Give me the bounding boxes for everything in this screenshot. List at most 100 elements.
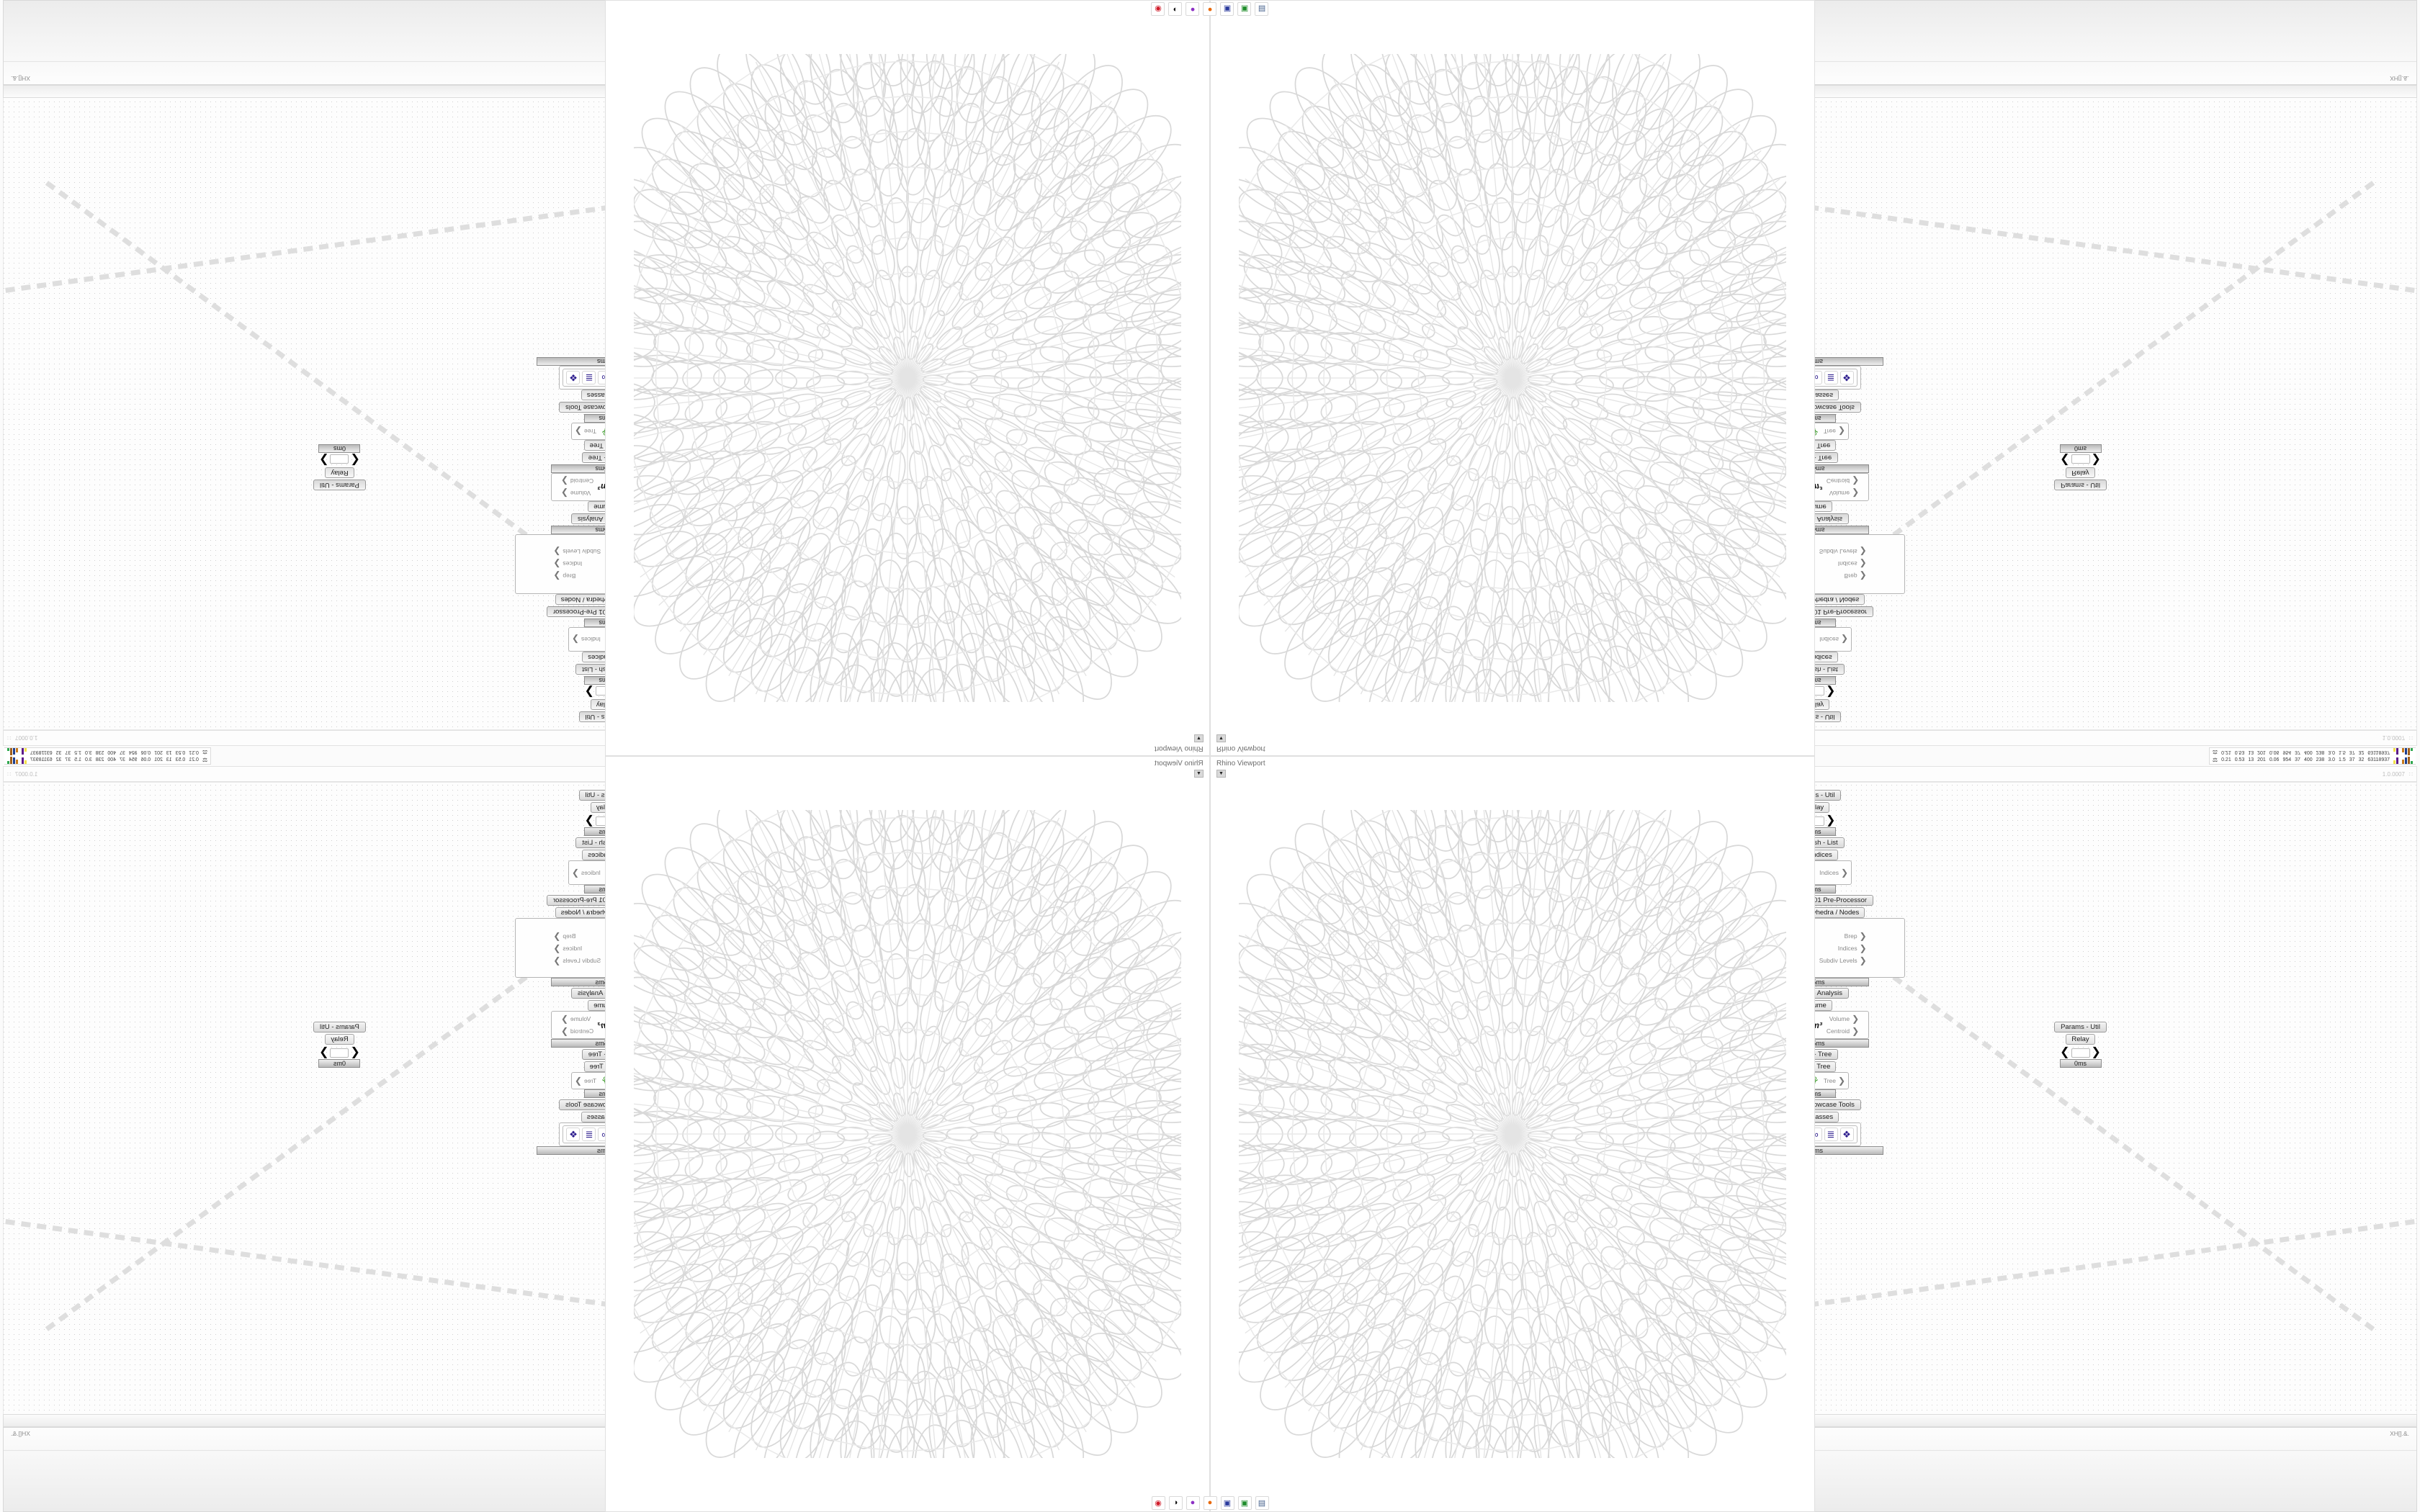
stats-bar-2: [2399, 761, 2401, 764]
infoglass-icon-3[interactable]: ≣: [582, 371, 596, 384]
viewport-label[interactable]: Rhino Viewport: [1155, 744, 1204, 752]
output-port-row[interactable]: Centroid ❯: [561, 476, 593, 486]
rhino-stats-strip: ⚖ 0.21 0.53 13 201 0.06 954 37 400 238 3.0 1.5 37 32 6…: [2208, 756, 2416, 765]
output-port-row[interactable]: Subdiv Levels ❯: [1819, 547, 1867, 557]
green-disk-icon[interactable]: ▣: [1237, 2, 1252, 17]
output-port-label: Centroid: [1826, 477, 1850, 485]
component-output-ports: Tree ❯: [575, 426, 596, 436]
resize-grip[interactable]: ∷: [2408, 770, 2413, 778]
node-nickname-label[interactable]: Relay: [2066, 467, 2095, 478]
node-nickname-label[interactable]: Relay: [2066, 1034, 2095, 1045]
rhino-viewport[interactable]: Rhino Viewport ▼: [605, 756, 1210, 1512]
resize-grip[interactable]: ∷: [8, 734, 12, 742]
stats-bar-3: [2402, 748, 2404, 753]
floppy-save-icon[interactable]: ▣: [1220, 2, 1234, 17]
monitor-icon[interactable]: ▤: [1255, 2, 1269, 17]
viewport-dropdown-arrow[interactable]: ▲: [1216, 734, 1226, 742]
relay-node[interactable]: [2071, 1048, 2090, 1058]
component-output-ports: Volume ❯ Centroid ❯: [1827, 1014, 1859, 1036]
relay-node[interactable]: [330, 1048, 349, 1058]
viewport-dropdown-arrow[interactable]: ▼: [1216, 770, 1226, 778]
output-port-row[interactable]: Indices ❯: [553, 943, 601, 953]
rhino-stats-strip: ⚖ 0.21 0.53 13 201 0.06 954 37 400 238 3.0 1.5 37 32 6…: [4, 747, 212, 756]
output-port-row[interactable]: Volume ❯: [1827, 1014, 1859, 1024]
firefox-icon[interactable]: ●: [1203, 2, 1217, 17]
port-bracket-left: ❮: [350, 454, 360, 466]
stats-bar-2: [2399, 748, 2401, 751]
output-port-label: Indices: [581, 869, 601, 876]
port-bracket-right: ❯: [584, 685, 594, 698]
resize-grip[interactable]: ∷: [8, 770, 12, 778]
output-port-row[interactable]: Indices ❯: [1819, 868, 1848, 878]
stat-value-12: 32: [2358, 750, 2365, 755]
viewport-label[interactable]: Rhino Viewport: [1216, 760, 1265, 768]
infoglass-icon-4[interactable]: ❖: [1839, 1128, 1854, 1141]
output-port-row[interactable]: Brep ❯: [1819, 572, 1867, 582]
infoglass-icon-3[interactable]: ≣: [1824, 1128, 1838, 1141]
stat-value-0: 0.21: [189, 750, 199, 755]
output-port-row[interactable]: Brep ❯: [553, 931, 601, 941]
port-bracket-right: ❯: [2091, 1046, 2101, 1058]
infoglass-icon-4[interactable]: ❖: [566, 1128, 581, 1141]
output-port-row[interactable]: Volume ❯: [1827, 488, 1859, 498]
viewport-label[interactable]: Rhino Viewport: [1155, 760, 1204, 768]
relay-node[interactable]: [330, 454, 349, 464]
rhino-icon[interactable]: ◉: [1151, 1495, 1165, 1510]
output-port-row[interactable]: Indices ❯: [572, 634, 601, 644]
output-port-row[interactable]: Subdiv Levels ❯: [1819, 955, 1867, 966]
infoglass-icon-4[interactable]: ❖: [566, 371, 581, 384]
stats-bar-5: [2408, 748, 2410, 756]
infoglass-icon-3[interactable]: ≣: [582, 1128, 596, 1141]
node-group-label[interactable]: Params - Util: [313, 1022, 366, 1032]
purple-bird-icon[interactable]: ●: [1186, 1495, 1200, 1510]
green-disk-icon[interactable]: ▣: [1237, 1495, 1252, 1510]
infoglass-icon-3[interactable]: ≣: [1824, 371, 1838, 384]
badger-icon[interactable]: ◑: [1168, 1495, 1183, 1510]
output-port-row[interactable]: Indices ❯: [1819, 634, 1848, 644]
output-port-row[interactable]: Indices ❯: [553, 559, 601, 570]
port-bracket-right: ❯: [1859, 571, 1867, 582]
output-port-row[interactable]: Indices ❯: [1819, 943, 1867, 953]
output-port-row[interactable]: Tree ❯: [575, 1076, 596, 1086]
node-group-label[interactable]: Params - Util: [313, 480, 366, 490]
output-port-row[interactable]: Tree ❯: [1824, 426, 1845, 436]
output-port-row[interactable]: Subdiv Levels ❯: [553, 955, 601, 966]
output-port-row[interactable]: Subdiv Levels ❯: [553, 547, 601, 557]
output-port-row[interactable]: Volume ❯: [561, 1014, 593, 1024]
node-group-label[interactable]: Params - Util: [2054, 480, 2107, 490]
relay-wrap: ❮❯: [2060, 453, 2101, 467]
output-port-row[interactable]: Centroid ❯: [1827, 1026, 1859, 1036]
output-port-label: Indices: [581, 636, 601, 643]
purple-bird-icon[interactable]: ●: [1186, 2, 1200, 17]
resize-grip[interactable]: ∷: [2408, 734, 2412, 742]
viewport-label[interactable]: Rhino Viewport: [1216, 744, 1265, 752]
output-port-row[interactable]: Centroid ❯: [1827, 476, 1859, 486]
output-port-label: Subdiv Levels: [563, 956, 601, 964]
viewport-dropdown-arrow[interactable]: ▼: [1194, 770, 1204, 778]
rhino-viewport[interactable]: Rhino Viewport ▲: [605, 0, 1210, 756]
output-port-row[interactable]: Tree ❯: [1824, 1076, 1845, 1086]
output-port-row[interactable]: Tree ❯: [575, 426, 596, 436]
rhino-viewport[interactable]: Rhino Viewport ▲: [1210, 0, 1815, 756]
relay-wrap: ❮❯: [2060, 1045, 2101, 1059]
badger-icon[interactable]: ◑: [1168, 2, 1183, 17]
output-port-row[interactable]: Volume ❯: [561, 488, 593, 498]
relay-node[interactable]: [2071, 454, 2090, 464]
output-port-row[interactable]: Centroid ❯: [561, 1026, 593, 1036]
node-group-label[interactable]: Params - Util: [2054, 1022, 2107, 1032]
rhino-icon[interactable]: ◉: [1151, 2, 1165, 17]
firefox-icon[interactable]: ●: [1203, 1495, 1217, 1510]
rhino-viewport[interactable]: Rhino Viewport ▼: [1210, 756, 1815, 1512]
monitor-icon[interactable]: ▤: [1255, 1495, 1269, 1510]
output-port-row[interactable]: Brep ❯: [553, 572, 601, 582]
output-port-row[interactable]: Brep ❯: [1819, 931, 1867, 941]
stat-value-1: 0.53: [2234, 750, 2245, 755]
floppy-save-icon[interactable]: ▣: [1220, 1495, 1234, 1510]
output-port-row[interactable]: Indices ❯: [572, 868, 601, 878]
node-nickname-label[interactable]: Relay: [325, 1034, 354, 1045]
stat-value-4: 0.06: [2269, 757, 2280, 762]
output-port-row[interactable]: Indices ❯: [1819, 559, 1867, 570]
viewport-dropdown-arrow[interactable]: ▲: [1194, 734, 1204, 742]
infoglass-icon-4[interactable]: ❖: [1839, 371, 1854, 384]
node-nickname-label[interactable]: Relay: [325, 467, 354, 478]
